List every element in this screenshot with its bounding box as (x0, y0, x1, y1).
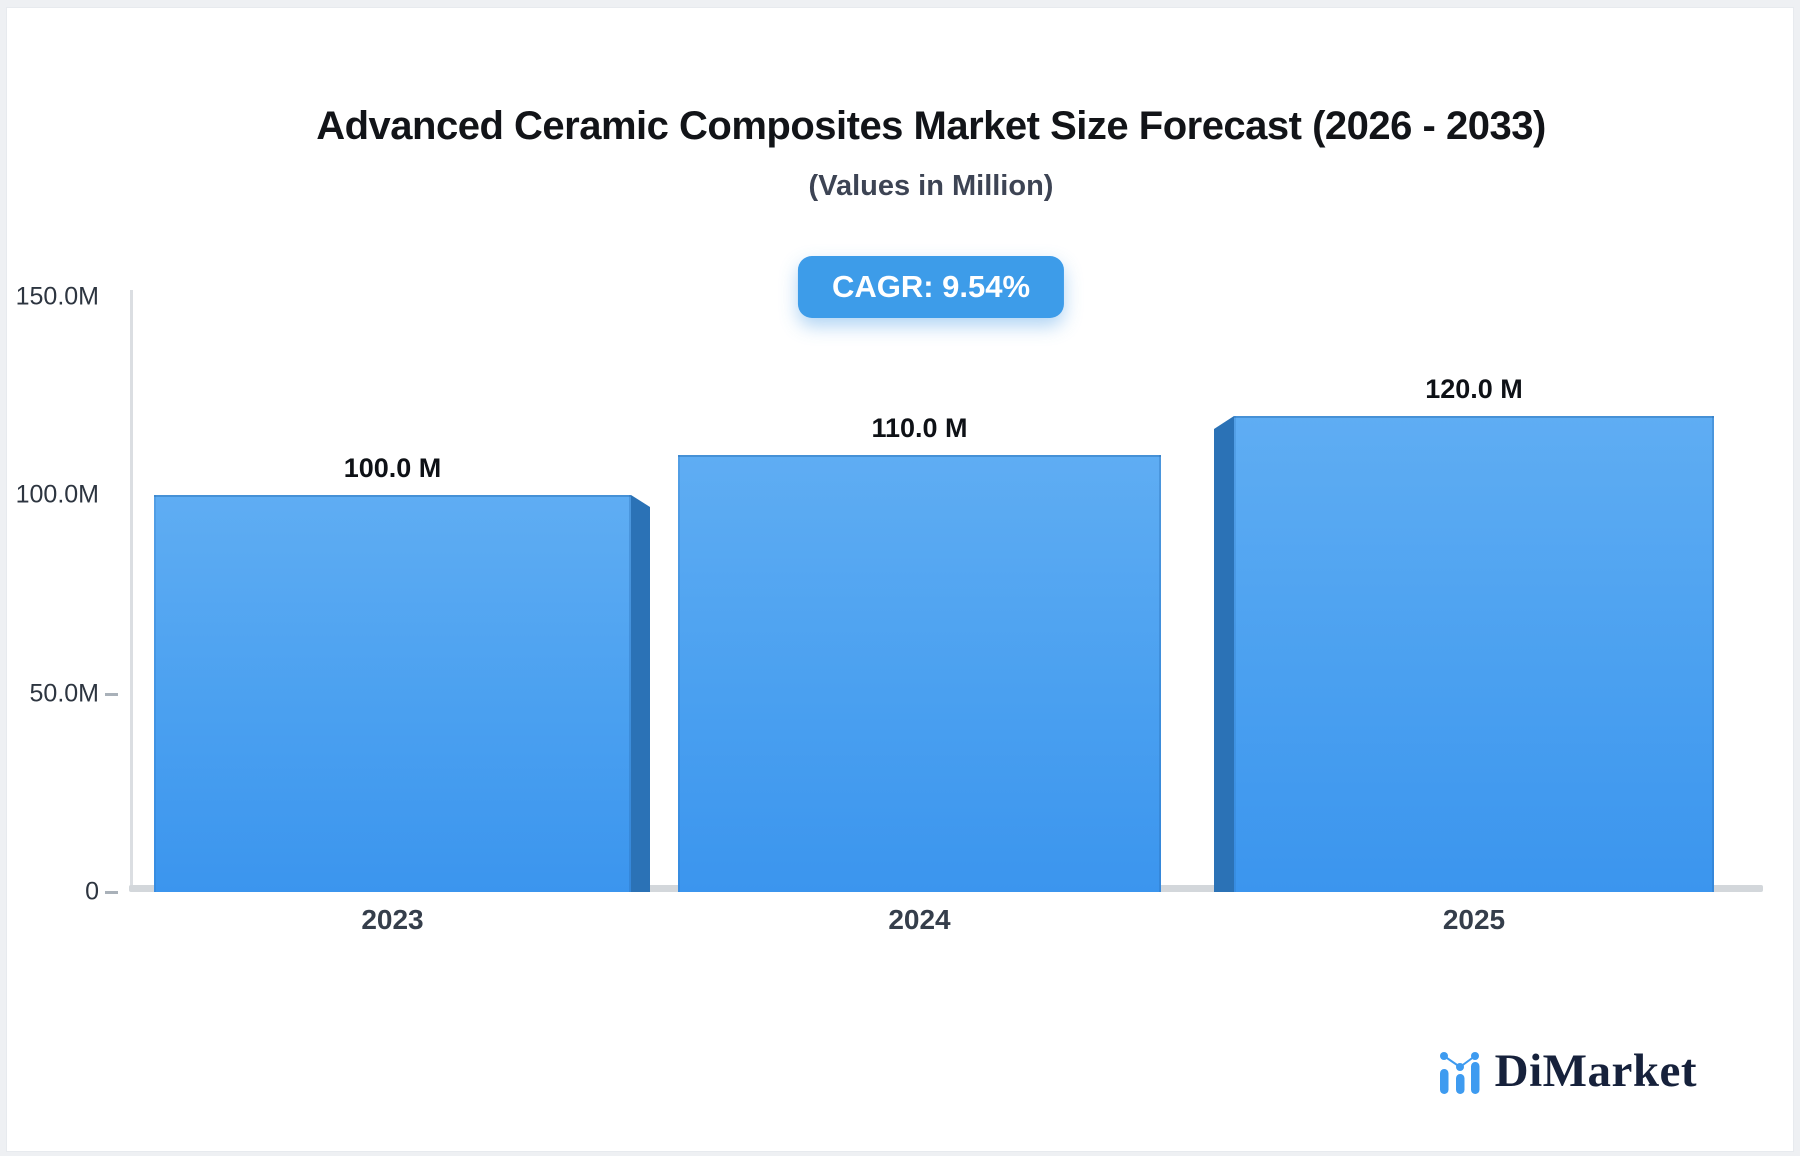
y-axis-tick-mark (105, 692, 118, 696)
y-axis-tick-mark (105, 891, 118, 894)
x-axis-label: 2025 (1442, 904, 1506, 935)
y-axis-tick-label: 150.0M (15, 282, 99, 310)
bar-2025[interactable] (1234, 416, 1714, 892)
chart-canvas: Advanced Ceramic Composites Market Size … (6, 7, 1794, 1152)
y-axis-tick-label: 100.0M (15, 480, 99, 509)
y-axis-line (130, 290, 133, 886)
cagr-badge: CAGR: 9.54% (797, 256, 1065, 318)
bar-2024[interactable] (678, 455, 1161, 892)
x-axis-label: 2023 (361, 904, 424, 935)
chart-title: Advanced Ceramic Composites Market Size … (316, 104, 1546, 148)
x-axis-label: 2024 (888, 904, 951, 935)
bar-3d-side-2025 (1214, 416, 1234, 892)
bar-value-label: 110.0 M (871, 413, 968, 443)
y-axis-tick-label: 50.0M (29, 679, 99, 707)
bar-3d-side-2023 (631, 495, 650, 892)
bar-2023[interactable] (154, 495, 631, 892)
bar-value-label: 120.0 M (1425, 374, 1523, 404)
bar-line-chart-icon (1438, 1051, 1484, 1095)
y-axis-tick-label: 0 (85, 877, 99, 906)
brand-name: DiMarket (1494, 1045, 1697, 1097)
brand-logo: DiMarket (1438, 1048, 1697, 1095)
chart-subtitle: (Values in Million) (808, 170, 1054, 202)
bar-value-label: 100.0 M (343, 453, 442, 483)
